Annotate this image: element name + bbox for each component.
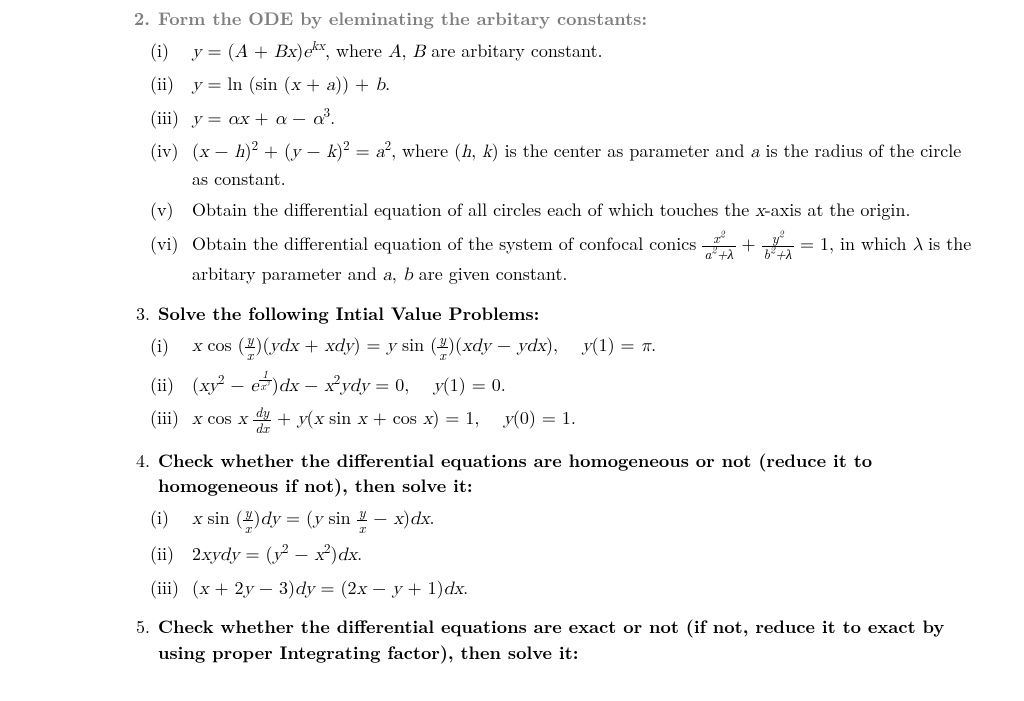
question-2-item-label: (vi) xyxy=(150,231,192,257)
question-4: 4. Check whether the differential equati… xyxy=(120,448,974,499)
question-3-items: (i)x cos (yx)(ydx + xdy) = y sin (yx)(xd… xyxy=(150,332,974,435)
question-2-item: (iv)(x − h)2 + (y − k)2 = a2, where (h, … xyxy=(150,138,974,191)
question-2-item: (iii)y = αx + α − α3. xyxy=(150,105,974,133)
question-4-title: Check whether the differential equations… xyxy=(158,448,974,499)
question-4-item: (ii)2xydy = (y2 − x2)dx. xyxy=(150,541,974,569)
question-2-items: (i)y = (A + Bx)ekx, where A, B are arbit… xyxy=(150,38,974,289)
question-3-item: (ii)(xy2 − e1x3)dx − x2ydy = 0, y(1) = 0… xyxy=(150,369,974,399)
question-2-item-label: (v) xyxy=(150,197,192,223)
question-4-item-label: (iii) xyxy=(150,575,192,601)
question-2-item-label: (iii) xyxy=(150,105,192,131)
question-4-item-label: (ii) xyxy=(150,541,192,567)
question-2-item-label: (i) xyxy=(150,38,192,64)
question-4-items: (i)x sin (yx)dy = (y sin yx − x)dx.(ii)2… xyxy=(150,505,974,603)
question-2-item-label: (ii) xyxy=(150,71,192,97)
question-4-item: (iii)(x + 2y − 3)dy = (2x − y + 1)dx. xyxy=(150,575,974,603)
question-4-item-text: (x + 2y − 3)dy = (2x − y + 1)dx. xyxy=(192,575,974,603)
question-2-item: (i)y = (A + Bx)ekx, where A, B are arbit… xyxy=(150,38,974,66)
question-4-item: (i)x sin (yx)dy = (y sin yx − x)dx. xyxy=(150,505,974,535)
question-3-title: Solve the following Intial Value Problem… xyxy=(158,301,974,327)
question-2-item-text: y = (A + Bx)ekx, where A, B are arbitary… xyxy=(192,38,974,66)
question-3-item-label: (ii) xyxy=(150,372,192,398)
question-2-item-text: (x − h)2 + (y − k)2 = a2, where (h, k) i… xyxy=(192,138,974,191)
question-2-item-text: Obtain the differential equation of all … xyxy=(192,197,974,225)
question-3: 3. Solve the following Intial Value Prob… xyxy=(120,301,974,327)
question-2-item-label: (iv) xyxy=(150,138,192,164)
question-5-number: 5. xyxy=(120,614,158,640)
question-2: 2. Form the ODE by eleminating the arbit… xyxy=(120,6,974,32)
question-2-item: (v)Obtain the differential equation of a… xyxy=(150,197,974,225)
question-2-item: (ii)y = ln (sin (x + a)) + b. xyxy=(150,71,974,99)
question-4-item-label: (i) xyxy=(150,505,192,531)
question-4-item-text: 2xydy = (y2 − x2)dx. xyxy=(192,541,974,569)
question-3-item: (iii)x cos x dydx + y(x sin x + cos x) =… xyxy=(150,405,974,435)
question-3-number: 3. xyxy=(120,301,158,327)
question-2-item-text: Obtain the differential equation of the … xyxy=(192,231,974,289)
question-3-item-label: (i) xyxy=(150,333,192,359)
question-5: 5. Check whether the differential equati… xyxy=(120,614,974,665)
question-2-item-text: y = ln (sin (x + a)) + b. xyxy=(192,71,974,99)
question-3-item-text: x cos x dydx + y(x sin x + cos x) = 1, y… xyxy=(192,405,974,435)
question-3-item-text: (xy2 − e1x3)dx − x2ydy = 0, y(1) = 0. xyxy=(192,369,974,399)
page-content: 2. Form the ODE by eleminating the arbit… xyxy=(0,6,1024,665)
question-3-item: (i)x cos (yx)(ydx + xdy) = y sin (yx)(xd… xyxy=(150,332,974,362)
question-2-item: (vi)Obtain the differential equation of … xyxy=(150,231,974,289)
question-2-number: 2. xyxy=(120,6,158,32)
question-4-number: 4. xyxy=(120,448,158,474)
question-5-title: Check whether the differential equations… xyxy=(158,614,974,665)
question-2-item-text: y = αx + α − α3. xyxy=(192,105,974,133)
question-3-item-text: x cos (yx)(ydx + xdy) = y sin (yx)(xdy −… xyxy=(192,332,974,362)
question-3-item-label: (iii) xyxy=(150,405,192,431)
question-2-title: Form the ODE by eleminating the arbitary… xyxy=(158,6,974,32)
question-4-item-text: x sin (yx)dy = (y sin yx − x)dx. xyxy=(192,505,974,535)
